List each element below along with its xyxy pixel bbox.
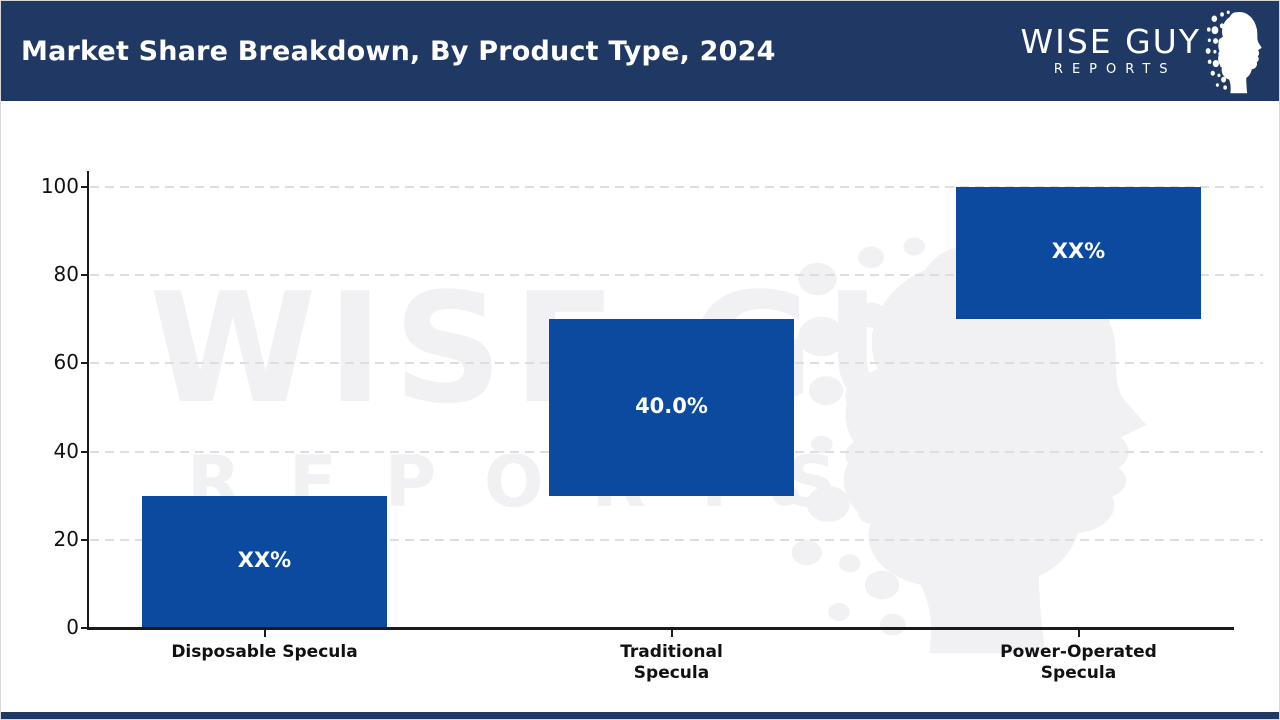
x-axis-line [87, 627, 1234, 630]
header-bar: Market Share Breakdown, By Product Type,… [1, 1, 1279, 101]
y-axis-tick-label: 20 [53, 526, 79, 551]
bar-value-label: XX% [237, 547, 292, 572]
chart-bar [142, 495, 387, 628]
footer-bar [1, 712, 1279, 719]
y-axis-tick-label: 0 [66, 615, 79, 639]
x-axis-category-label: Traditional Specula [620, 642, 723, 683]
y-axis-tick [81, 450, 89, 453]
y-axis-tick [81, 362, 89, 365]
x-axis-tick [263, 629, 266, 637]
gridline [90, 186, 1263, 188]
chart-bar [549, 319, 794, 496]
y-axis-tick [81, 186, 89, 188]
x-axis-category-label: Disposable Specula [171, 642, 358, 662]
logo-wordmark: WISE GUY [1020, 22, 1201, 61]
chart-plot-area: 0 20 40 60 80 100 XX% Disposable Specula 40.0% Tr… [1, 101, 1279, 714]
gridline [90, 274, 1263, 277]
logo-text: WISE GUY REPORTS [1020, 22, 1201, 78]
bar-value-label: XX% [1051, 239, 1106, 264]
page-title: Market Share Breakdown, By Product Type,… [21, 35, 776, 67]
wise-guy-reports-logo: WISE GUY REPORTS [1020, 8, 1279, 94]
y-axis-line [87, 171, 89, 630]
gridline [90, 538, 1263, 541]
chart-bar [956, 187, 1201, 320]
x-axis-tick [1077, 629, 1080, 637]
x-axis-tick [670, 629, 673, 637]
y-axis-tick-label: 60 [53, 350, 79, 375]
y-axis-tick-label: 80 [53, 262, 79, 287]
dotted-head-profile-icon [1205, 8, 1267, 94]
y-axis-tick [81, 274, 89, 277]
bar-value-label: 40.0% [635, 393, 708, 418]
y-axis-tick-label: 40 [53, 438, 79, 463]
y-axis-tick [81, 538, 89, 541]
y-axis-tick-label: 100 [40, 174, 79, 198]
y-axis-tick [81, 627, 89, 629]
logo-subtitle: REPORTS [1053, 62, 1177, 77]
x-axis-category-label: Power-Operated Specula [1000, 642, 1157, 683]
